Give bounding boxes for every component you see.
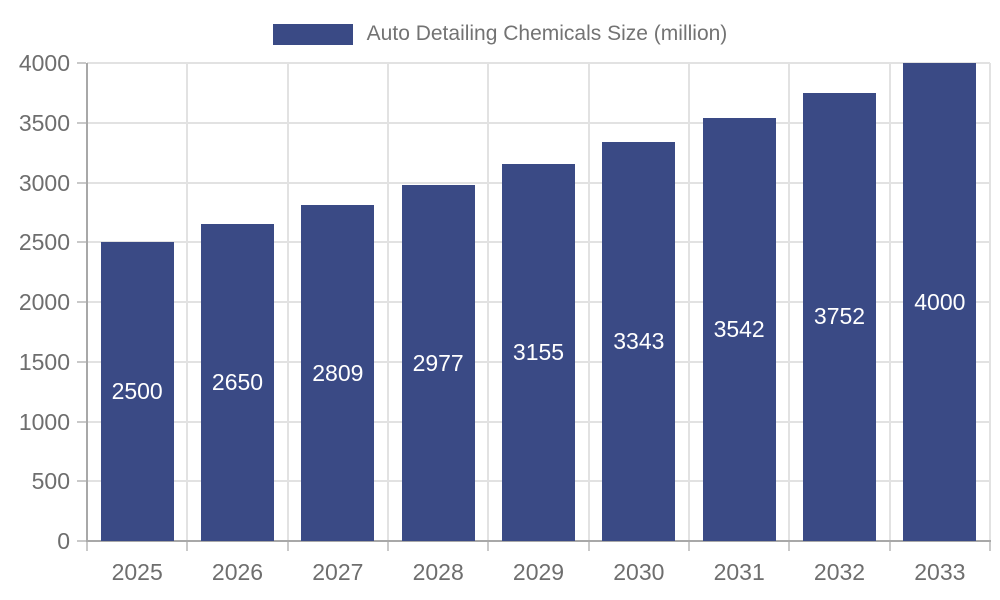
x-tick-label: 2025 <box>111 559 163 585</box>
x-tick-label: 2029 <box>512 559 565 585</box>
v-gridline <box>587 63 590 541</box>
y-tick-label: 500 <box>31 468 70 495</box>
bar: 2809 <box>301 205 375 541</box>
x-tick-mark <box>186 542 189 551</box>
bar: 3343 <box>602 141 676 541</box>
bar-value-label: 2650 <box>211 369 264 396</box>
v-gridline <box>387 63 389 541</box>
v-gridline <box>888 63 891 541</box>
y-tick-mark <box>77 301 86 303</box>
bar: 4000 <box>903 63 977 541</box>
x-tick-mark <box>989 542 991 551</box>
x-tick-label: 2027 <box>312 559 364 585</box>
x-axis-line <box>86 540 991 542</box>
y-tick-mark <box>77 360 86 363</box>
y-tick-label: 4000 <box>18 50 70 76</box>
y-tick-mark <box>77 241 86 244</box>
v-gridline <box>989 63 991 541</box>
v-gridline <box>788 63 791 541</box>
h-gridline <box>87 121 990 124</box>
bar: 2650 <box>201 224 274 541</box>
y-tick-label: 0 <box>57 528 70 554</box>
bar-value-label: 3343 <box>613 327 665 354</box>
v-gridline <box>487 63 490 541</box>
x-tick-label: 2032 <box>813 559 866 585</box>
chart-legend: Auto Detailing Chemicals Size (million) <box>0 22 1000 46</box>
y-tick-label: 2500 <box>18 229 70 256</box>
x-tick-mark <box>788 542 791 551</box>
x-tick-mark <box>387 542 389 551</box>
x-tick-mark <box>688 542 690 551</box>
x-tick-mark <box>86 542 88 551</box>
y-tick-mark <box>77 181 86 184</box>
x-tick-mark <box>487 542 490 551</box>
bar: 3542 <box>702 117 776 541</box>
x-tick-mark <box>587 542 590 551</box>
x-tick-mark <box>286 542 289 551</box>
bar: 2500 <box>100 242 174 541</box>
y-tick-label: 1000 <box>18 408 70 435</box>
bar: 3752 <box>803 92 876 541</box>
h-gridline <box>87 62 990 64</box>
y-tick-label: 3500 <box>18 109 70 136</box>
legend-swatch <box>272 23 353 45</box>
y-axis-line <box>86 63 88 541</box>
y-tick-label: 3000 <box>18 169 70 196</box>
x-tick-label: 2030 <box>613 559 665 585</box>
bar-value-label: 3155 <box>512 338 565 365</box>
x-tick-label: 2033 <box>914 559 966 585</box>
legend-label: Auto Detailing Chemicals Size (million) <box>366 22 728 45</box>
x-tick-label: 2026 <box>211 559 264 585</box>
y-tick-mark <box>77 540 86 542</box>
bar: 2977 <box>401 185 475 541</box>
bar-value-label: 2500 <box>111 378 163 405</box>
v-gridline <box>286 63 289 541</box>
y-tick-mark <box>77 420 86 423</box>
v-gridline <box>186 63 189 541</box>
bar-value-label: 2809 <box>312 359 364 386</box>
bar-value-label: 4000 <box>914 288 966 315</box>
y-tick-label: 2000 <box>18 289 70 315</box>
y-tick-mark <box>77 62 86 64</box>
y-tick-mark <box>77 480 86 483</box>
bar-value-label: 3542 <box>713 315 765 342</box>
x-tick-mark <box>888 542 891 551</box>
x-tick-label: 2031 <box>713 559 765 585</box>
bar-value-label: 2977 <box>412 349 464 376</box>
bar: 3155 <box>502 163 575 541</box>
y-tick-mark <box>77 121 86 124</box>
y-tick-label: 1500 <box>18 348 70 375</box>
bar-value-label: 3752 <box>813 303 866 330</box>
v-gridline <box>688 63 690 541</box>
x-tick-label: 2028 <box>412 559 464 585</box>
